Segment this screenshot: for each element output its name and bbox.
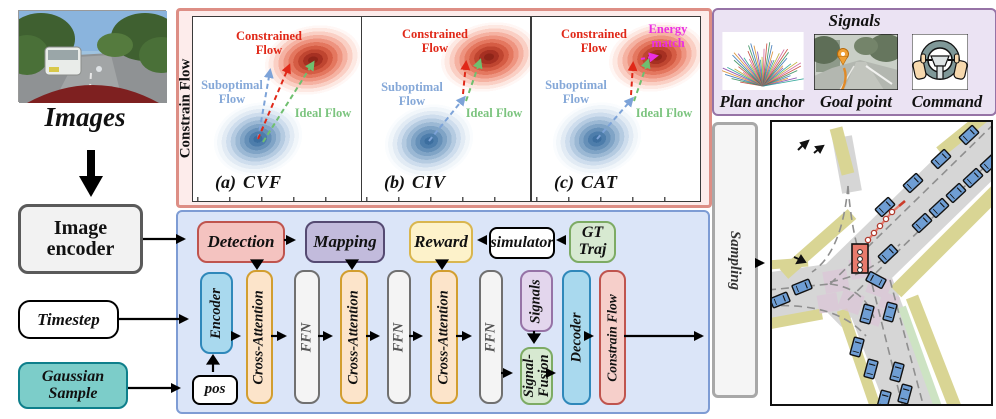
flow-arrows-graphic [596, 52, 659, 140]
signals-box: Signals [520, 270, 553, 332]
signal-fusion-box: Signal-Fusion [520, 347, 553, 405]
command-label: Command [911, 92, 983, 111]
constrain-flow-group: Constrain Flow Constrained Flow Suboptim… [176, 8, 712, 208]
constrain-flow-group-label: Constrain Flow [177, 58, 194, 158]
detection-box: Detection [197, 221, 285, 263]
constrain-flow-box: Constrain Flow [599, 270, 626, 405]
encoder-box: Encoder [200, 272, 233, 354]
ideal-flow-label: Ideal Flow [465, 106, 523, 120]
mapping-box: Mapping [305, 221, 385, 263]
camera-scene-graphic [5, 11, 183, 104]
images-label: Images [44, 102, 126, 132]
bev-map-image [762, 99, 996, 419]
goal-point-image [814, 34, 898, 90]
flow-panel-cvf: Constrained Flow Suboptimal Flow Ideal F… [192, 16, 362, 202]
pos-box: pos [192, 375, 238, 405]
suboptimal-flow-label: Suboptimal Flow [201, 78, 263, 106]
cross-attention-box-2: Cross-Attention [340, 270, 368, 404]
timestep-box: Timestep [18, 300, 119, 339]
cross-attention-box-1: Cross-Attention [246, 270, 273, 404]
signals-panel: Signals [712, 8, 996, 116]
constrained-flow-label: Constrained Flow [236, 29, 302, 57]
constrained-flow-label: Constrained Flow [561, 27, 627, 55]
energy-match-label: Energy match [648, 22, 688, 50]
ideal-flow-label: Ideal Flow [294, 106, 352, 120]
constrained-flow-label: Constrained Flow [402, 27, 468, 55]
steering-wheel-icon [912, 34, 968, 90]
camera-image [5, 10, 183, 104]
gt-traj-box: GT Traj [569, 221, 616, 263]
suboptimal-flow-label: Suboptimal Flow [545, 78, 607, 106]
flow-panel-cat: Constrained Flow Energy match Suboptimal… [531, 16, 701, 202]
gaussian-sample-box: Gaussian Sample [18, 362, 128, 409]
sampling-bar: Sampling [712, 122, 758, 398]
decoder-box: Decoder [562, 270, 591, 405]
reward-box: Reward [409, 221, 473, 263]
ffn-box-2: FFN [387, 270, 411, 404]
pipeline-panel: Detection Mapping Reward simulator GT Tr… [176, 210, 710, 414]
signals-panel-title: Signals [828, 11, 881, 30]
flow-panel-civ: Constrained Flow Suboptimal Flow Ideal F… [361, 16, 531, 202]
suboptimal-flow-label: Suboptimal Flow [381, 80, 443, 108]
image-encoder-box: Image encoder [18, 204, 143, 274]
goal-point-label: Goal point [820, 92, 892, 111]
plan-anchor-label: Plan anchor [719, 92, 805, 111]
cross-attention-box-3: Cross-Attention [430, 270, 458, 404]
panel-caption: (b) CIV [384, 172, 447, 192]
ffn-box-1: FFN [294, 270, 320, 404]
plan-anchor-image [722, 32, 804, 90]
panel-caption: (a) CVF [215, 172, 283, 192]
ffn-box-3: FFN [479, 270, 503, 404]
flow-arrows-graphic [257, 60, 315, 143]
flow-arrows-graphic [428, 58, 483, 142]
simulator-box: simulator [489, 227, 555, 259]
plan-anchor-fan [722, 42, 804, 87]
panel-caption: (c) CAT [554, 172, 618, 192]
ideal-flow-label: Ideal Flow [635, 106, 693, 120]
